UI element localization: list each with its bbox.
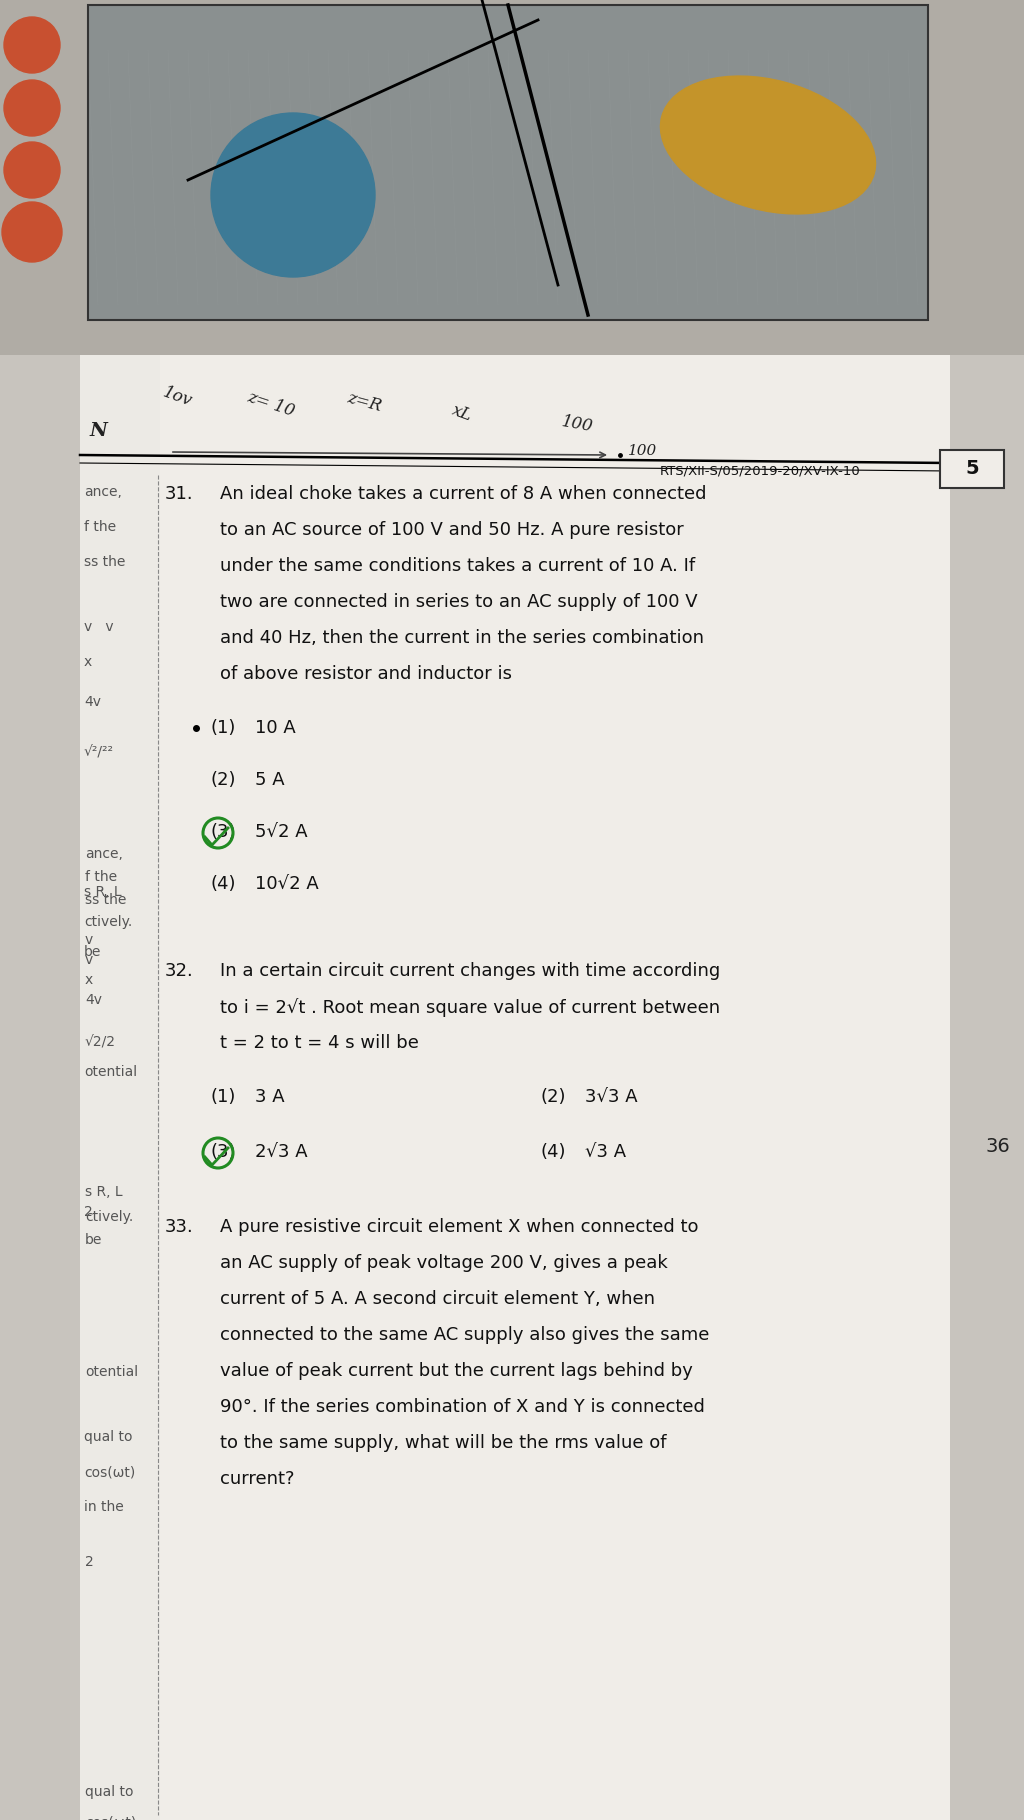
Text: 2: 2 <box>85 1554 94 1569</box>
Text: 33.: 33. <box>165 1218 194 1236</box>
Text: √3 A: √3 A <box>585 1143 626 1161</box>
Text: x: x <box>85 974 93 986</box>
Text: f the: f the <box>85 870 117 885</box>
Text: v: v <box>85 954 93 966</box>
Text: z= 10: z= 10 <box>245 389 297 420</box>
Text: to an AC source of 100 V and 50 Hz. A pure resistor: to an AC source of 100 V and 50 Hz. A pu… <box>220 521 684 539</box>
Text: 2: 2 <box>84 1205 93 1219</box>
Text: z=R: z=R <box>345 389 383 415</box>
Text: ance,: ance, <box>85 846 123 861</box>
Bar <box>0 0 1024 355</box>
Text: value of peak current but the current lags behind by: value of peak current but the current la… <box>220 1361 693 1380</box>
Text: qual to: qual to <box>85 1785 133 1798</box>
Text: v   v: v v <box>84 621 114 633</box>
Text: ss the: ss the <box>85 894 126 906</box>
Text: 31.: 31. <box>165 484 194 502</box>
Text: (3): (3) <box>210 1143 236 1161</box>
Text: 2√3 A: 2√3 A <box>255 1143 307 1161</box>
Text: t = 2 to t = 4 s will be: t = 2 to t = 4 s will be <box>220 1034 419 1052</box>
Circle shape <box>211 113 375 277</box>
Text: √2/2: √2/2 <box>85 1036 116 1048</box>
Text: 5 A: 5 A <box>255 772 285 790</box>
Text: √²/²²: √²/²² <box>84 744 114 759</box>
Circle shape <box>4 16 60 73</box>
Bar <box>80 355 950 1820</box>
Text: (4): (4) <box>210 875 236 894</box>
Ellipse shape <box>660 76 876 215</box>
Text: An ideal choke takes a current of 8 A when connected: An ideal choke takes a current of 8 A wh… <box>220 484 707 502</box>
Text: 5: 5 <box>966 459 979 479</box>
Text: current?: current? <box>220 1471 295 1489</box>
Text: 3 A: 3 A <box>255 1088 285 1107</box>
Text: connected to the same AC supply also gives the same: connected to the same AC supply also giv… <box>220 1327 710 1343</box>
Text: under the same conditions takes a current of 10 A. If: under the same conditions takes a curren… <box>220 557 695 575</box>
Bar <box>88 5 928 320</box>
Text: 4v: 4v <box>84 695 101 710</box>
Circle shape <box>2 202 62 262</box>
Text: 36: 36 <box>985 1138 1010 1156</box>
Text: an AC supply of peak voltage 200 V, gives a peak: an AC supply of peak voltage 200 V, give… <box>220 1254 668 1272</box>
Text: 5√2 A: 5√2 A <box>255 823 307 841</box>
Text: to the same supply, what will be the rms value of: to the same supply, what will be the rms… <box>220 1434 667 1452</box>
Text: two are connected in series to an AC supply of 100 V: two are connected in series to an AC sup… <box>220 593 697 612</box>
Text: cos(ωt): cos(ωt) <box>84 1465 135 1480</box>
Text: 10 A: 10 A <box>255 719 296 737</box>
Text: (1): (1) <box>210 719 236 737</box>
Text: and 40 Hz, then the current in the series combination: and 40 Hz, then the current in the serie… <box>220 630 705 646</box>
Text: ctively.: ctively. <box>85 1210 133 1225</box>
Text: of above resistor and inductor is: of above resistor and inductor is <box>220 664 512 682</box>
Text: 100: 100 <box>560 413 594 435</box>
Text: otential: otential <box>84 1065 137 1079</box>
Text: s R, L: s R, L <box>84 885 122 899</box>
Text: ss the: ss the <box>84 555 125 570</box>
Text: (4): (4) <box>540 1143 565 1161</box>
Text: 1ov: 1ov <box>160 384 194 410</box>
Text: (3): (3) <box>210 823 236 841</box>
Text: 90°. If the series combination of X and Y is connected: 90°. If the series combination of X and … <box>220 1398 705 1416</box>
Text: (2): (2) <box>210 772 236 790</box>
Text: f the: f the <box>84 521 116 533</box>
Text: be: be <box>84 945 101 959</box>
Text: In a certain circuit current changes with time according: In a certain circuit current changes wit… <box>220 963 720 979</box>
Text: ance,: ance, <box>84 484 122 499</box>
Text: N: N <box>90 422 108 440</box>
Text: ctively.: ctively. <box>84 915 132 928</box>
Text: otential: otential <box>85 1365 138 1380</box>
Text: 32.: 32. <box>165 963 194 979</box>
Text: 10√2 A: 10√2 A <box>255 875 318 894</box>
Text: A pure resistive circuit element X when connected to: A pure resistive circuit element X when … <box>220 1218 698 1236</box>
Text: xL: xL <box>450 402 475 426</box>
Bar <box>80 355 160 1820</box>
Text: 100: 100 <box>628 444 657 459</box>
Text: RTS/XII-S/05/2019-20/XV-IX-10: RTS/XII-S/05/2019-20/XV-IX-10 <box>660 464 861 479</box>
Text: cos(ωt): cos(ωt) <box>85 1815 136 1820</box>
Bar <box>940 450 1004 488</box>
Text: 3√3 A: 3√3 A <box>585 1088 638 1107</box>
Text: in the: in the <box>84 1500 124 1514</box>
Text: (1): (1) <box>210 1088 236 1107</box>
Text: current of 5 A. A second circuit element Y, when: current of 5 A. A second circuit element… <box>220 1290 655 1309</box>
Text: 4v: 4v <box>85 994 102 1006</box>
Text: v: v <box>85 934 93 946</box>
Text: be: be <box>85 1232 102 1247</box>
Text: to i = 2√t . Root mean square value of current between: to i = 2√t . Root mean square value of c… <box>220 997 720 1017</box>
Text: (2): (2) <box>540 1088 565 1107</box>
Text: s R, L: s R, L <box>85 1185 123 1199</box>
Circle shape <box>4 80 60 136</box>
Text: x: x <box>84 655 92 670</box>
Circle shape <box>4 142 60 198</box>
Text: qual to: qual to <box>84 1431 132 1443</box>
